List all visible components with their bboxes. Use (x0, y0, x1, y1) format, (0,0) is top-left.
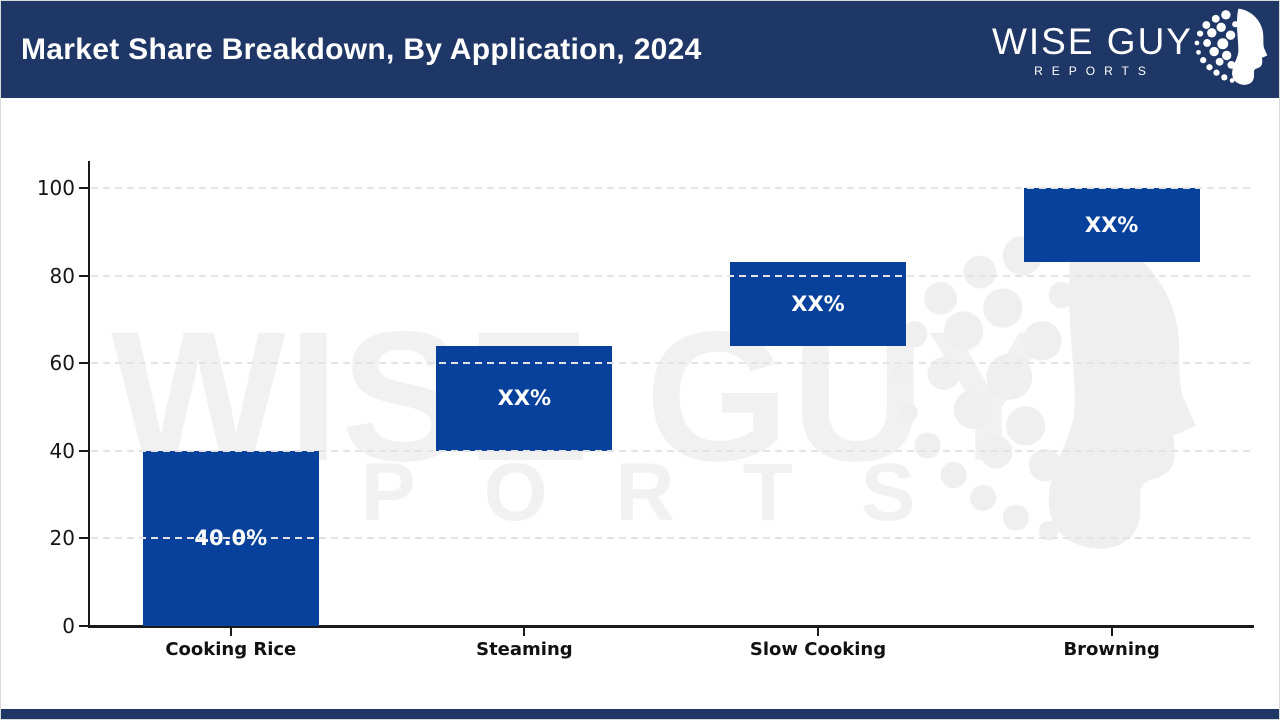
y-tick-label: 0 (62, 613, 75, 638)
dotted-head-icon (1194, 8, 1268, 85)
watermark-text-line2: PORTS (361, 447, 984, 538)
x-axis-label-cooking-rice: Cooking Rice (165, 639, 297, 660)
gridline (91, 537, 1254, 539)
x-axis-label-slow-cooking: Slow Cooking (749, 639, 887, 660)
gridline (91, 362, 1254, 364)
wise-guy-logo: WISE GUY REPORTS (992, 7, 1271, 93)
logo-wordmark: WISE GUY (991, 21, 1193, 62)
page-title: Market Share Breakdown, By Application, … (21, 32, 702, 66)
y-tick-mark (79, 362, 88, 364)
bar-browning: XX% (1023, 188, 1200, 263)
x-tick-mark (523, 628, 526, 636)
y-tick-mark (79, 624, 88, 627)
x-tick-mark (1110, 628, 1113, 636)
chart-area: WISE GUY PORTS 0 20 40 60 8 (1, 98, 1279, 711)
y-tick-label: 80 (49, 263, 75, 288)
y-tick-label: 40 (49, 438, 75, 463)
y-tick-mark (79, 187, 88, 189)
y-tick-label: 100 (36, 176, 75, 200)
x-axis-label-steaming: Steaming (476, 639, 573, 660)
logo-subtitle: REPORTS (1034, 64, 1155, 78)
logo-text: WISE GUY REPORTS (991, 21, 1193, 79)
x-axis-line (88, 625, 1254, 628)
x-tick-mark (229, 628, 232, 636)
y-tick-mark (79, 449, 88, 452)
gridline (91, 274, 1254, 277)
gridline (91, 449, 1254, 452)
y-tick-label: 60 (49, 351, 75, 375)
x-tick-mark (817, 628, 819, 636)
header-bar: Market Share Breakdown, By Application, … (1, 1, 1279, 98)
bar-value-label: XX% (1084, 213, 1139, 238)
bar-value-label: XX% (497, 386, 552, 410)
y-tick-mark (79, 537, 88, 539)
gridline (91, 187, 1254, 189)
x-axis-label-browning: Browning (1063, 639, 1160, 660)
footer-bar (1, 709, 1279, 719)
watermark-head-graphic (891, 229, 1196, 549)
y-tick-mark (79, 274, 88, 277)
y-tick-label: 20 (49, 526, 75, 550)
bar-value-label: XX% (791, 291, 845, 316)
y-axis-line (88, 161, 90, 626)
